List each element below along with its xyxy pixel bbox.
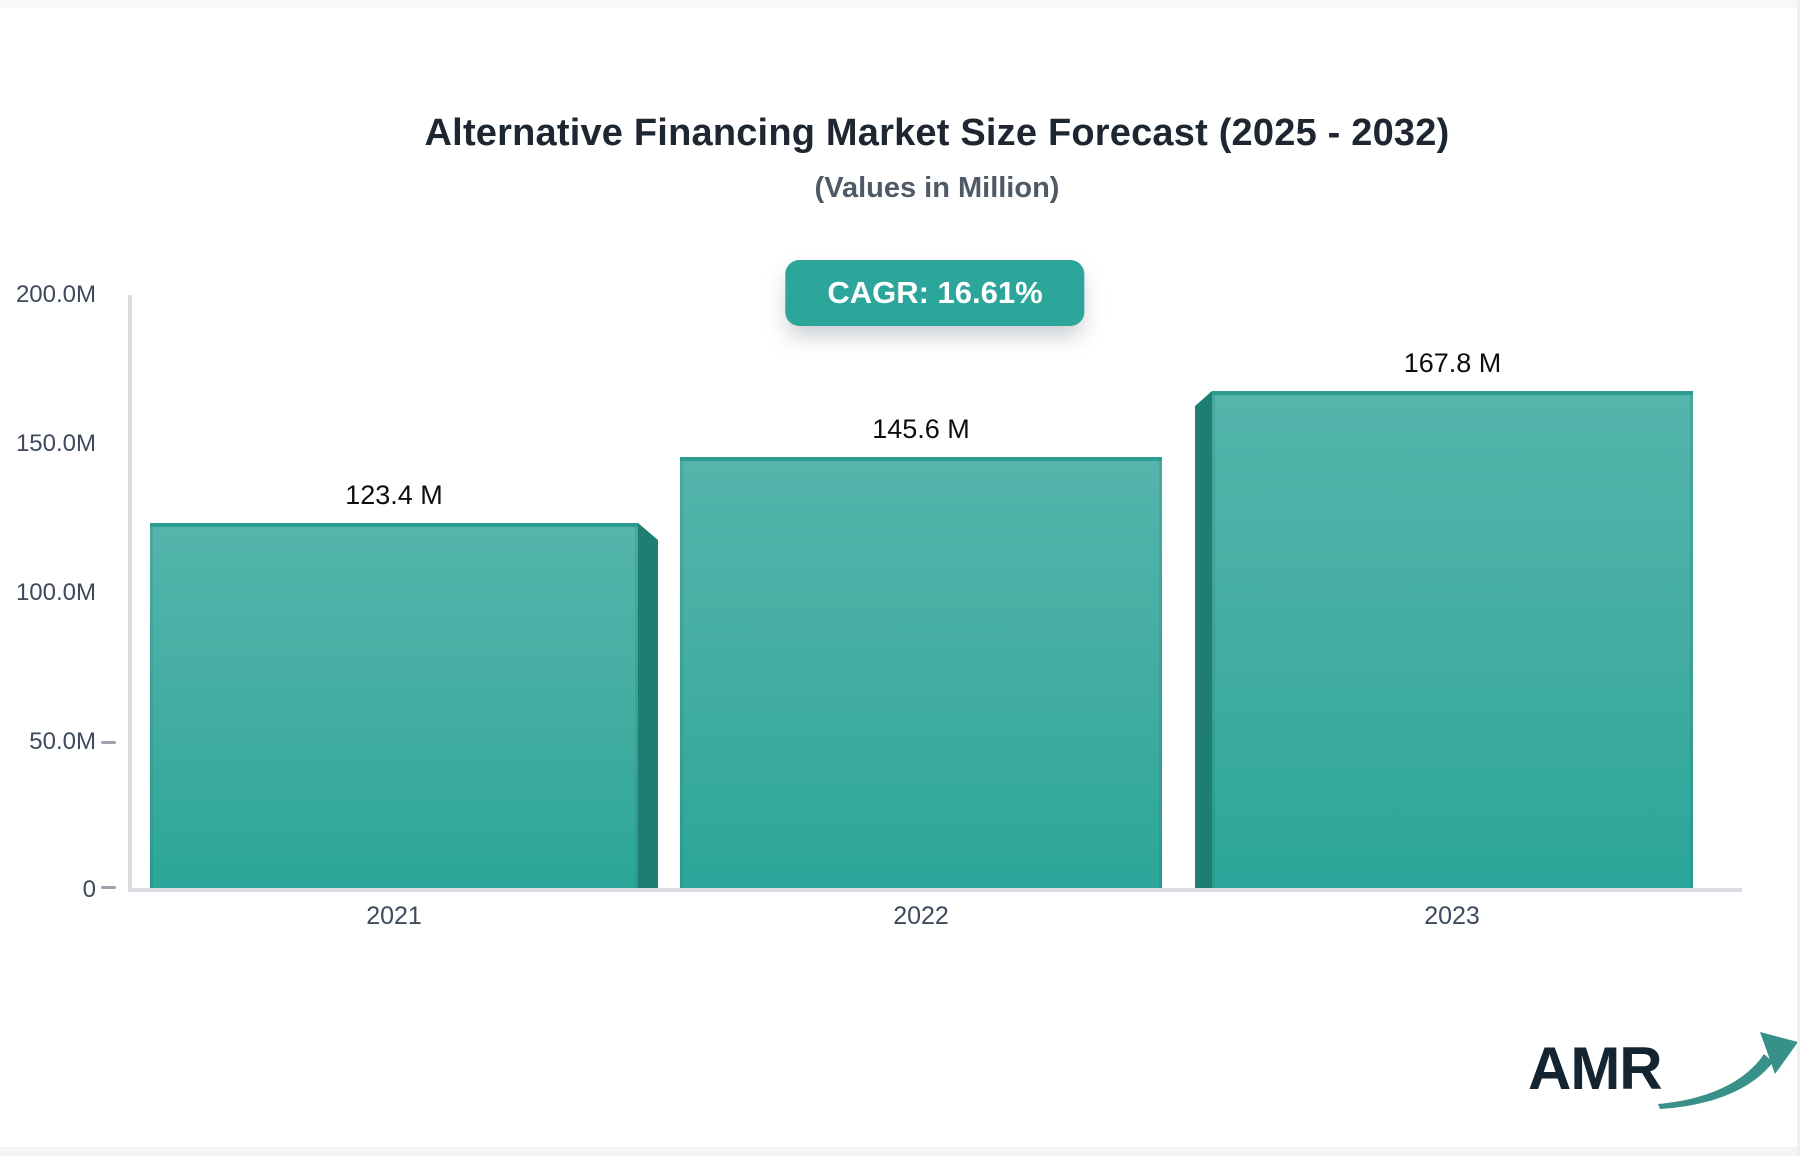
bar-value-label-2023: 167.8 M — [1403, 348, 1502, 378]
bar-value-label-2021: 123.4 M — [345, 480, 443, 510]
chart-subtitle: (Values in Million) — [814, 172, 1060, 204]
bottom-edge-strip — [0, 1147, 1800, 1156]
bar-value-label-2022: 145.6 M — [872, 414, 970, 444]
bar-rect-2022 — [680, 457, 1162, 890]
y-tick-label-50: 50.0M — [29, 728, 96, 755]
chart-title: Alternative Financing Market Size Foreca… — [424, 112, 1450, 154]
tick-mark-50 — [101, 741, 116, 744]
top-edge-strip — [0, 0, 1800, 8]
bar-3d-side-2023 — [1195, 391, 1212, 890]
y-tick-label-200: 200.0M — [15, 281, 96, 308]
bar-rect-2023 — [1212, 391, 1693, 890]
y-axis-line — [128, 295, 132, 892]
amr-logo: AMR — [1528, 1028, 1798, 1120]
y-tick-label-0: 0 — [82, 876, 96, 903]
cagr-badge: CAGR: 16.61% — [785, 260, 1085, 326]
right-edge-strip — [1797, 0, 1800, 1156]
x-tick-label-2023: 2023 — [1424, 902, 1480, 930]
x-tick-label-2021: 2021 — [366, 902, 422, 930]
y-tick-label-100: 100.0M — [15, 579, 96, 606]
bar-3d-side-2021 — [638, 523, 658, 890]
bar-rect-2021 — [150, 523, 638, 890]
amr-logo-text: AMR — [1528, 1035, 1663, 1102]
growth-arrow-icon — [1658, 1032, 1798, 1109]
x-tick-label-2022: 2022 — [893, 902, 949, 930]
x-axis-line — [128, 888, 1742, 892]
y-tick-label-150: 150.0M — [15, 430, 96, 457]
tick-mark-0 — [101, 886, 116, 889]
